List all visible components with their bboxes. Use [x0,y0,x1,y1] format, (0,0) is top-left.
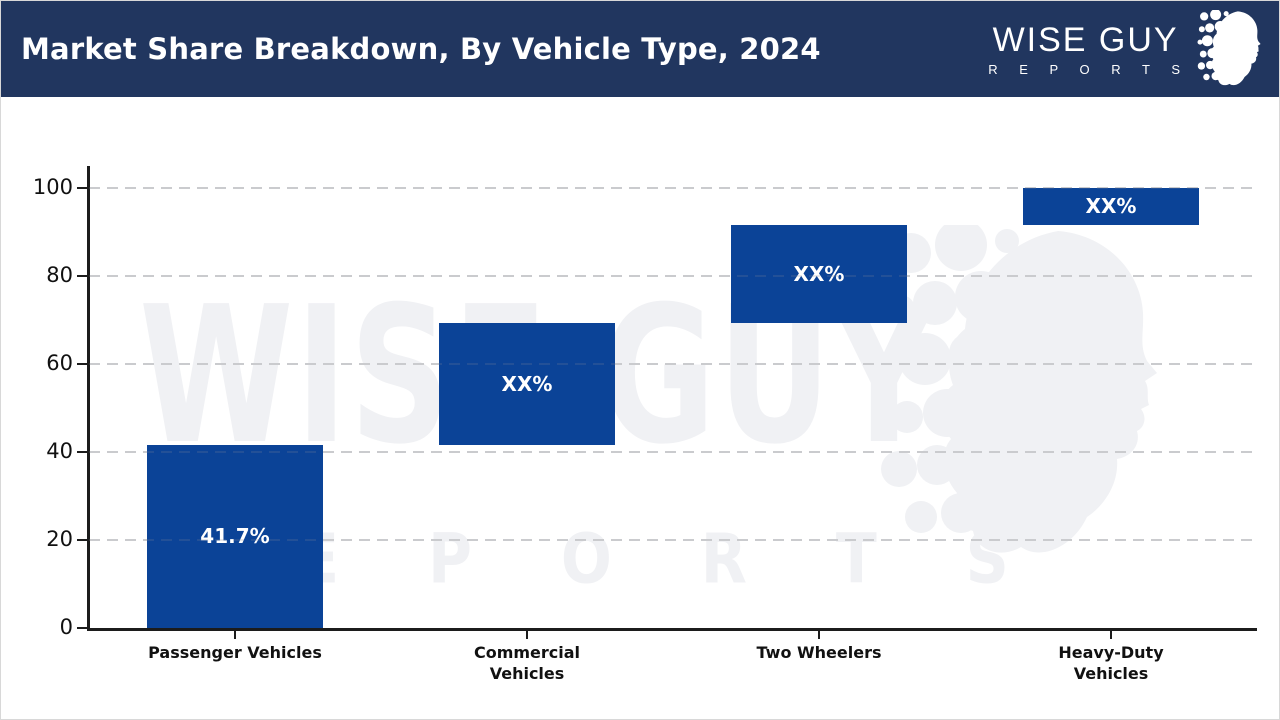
brand-name: WISE GUY [992,20,1179,59]
bar-value-label: XX% [793,261,845,286]
x-category-label: Commercial Vehicles [381,642,673,684]
y-gridline-overlay [89,539,1257,542]
y-tick-label: 80 [46,263,73,287]
x-category-label: Two Wheelers [673,642,965,663]
y-axis-tick [77,187,87,189]
x-category-label-line: Vehicles [1073,664,1149,684]
x-category-label-line: Vehicles [489,664,565,684]
y-gridline-overlay [89,275,1257,278]
y-tick-label: 40 [46,439,73,463]
bar: 41.7% [147,444,323,628]
x-axis-tick [234,631,236,639]
y-gridline [89,187,1257,190]
x-category-label-line: Two Wheelers [756,643,882,662]
x-category-label-line: Commercial [473,643,581,662]
x-axis-tick [818,631,820,639]
y-tick-label: 60 [46,351,73,375]
y-axis-tick [77,539,87,541]
x-axis-tick [526,631,528,639]
x-axis-line [87,628,1257,631]
chart-title: Market Share Breakdown, By Vehicle Type,… [21,32,821,66]
y-axis-tick [77,627,87,629]
y-axis-tick [77,275,87,277]
brand-face-icon [1197,10,1261,86]
y-axis-tick [77,363,87,365]
brand-logo: WISE GUY R E P O R T S [982,10,1267,88]
header-bar: Market Share Breakdown, By Vehicle Type,… [1,1,1279,97]
y-tick-label: 20 [46,527,73,551]
bar: XX% [731,224,907,324]
y-gridline-overlay [89,451,1257,454]
y-tick-label: 100 [32,175,73,199]
y-gridline-overlay [89,363,1257,366]
bar-value-label: 41.7% [200,524,270,549]
brand-subtitle: R E P O R T S [988,61,1189,77]
y-gridline [89,451,1257,454]
bar-value-label: XX% [501,371,553,396]
y-gridline-overlay [89,187,1257,190]
brand-logo-text: WISE GUY R E P O R T S [982,23,1189,76]
x-category-label: Passenger Vehicles [89,642,381,663]
y-axis-tick [77,451,87,453]
x-category-label-line: Passenger Vehicles [148,643,322,662]
y-gridline [89,275,1257,278]
y-gridline [89,539,1257,542]
y-tick-label: 0 [59,615,73,639]
y-axis-line [87,166,90,631]
bar: XX% [1023,188,1199,225]
y-gridline [89,363,1257,366]
bar-value-label: XX% [1085,194,1137,219]
x-category-label: Heavy-Duty Vehicles [965,642,1257,684]
x-axis-tick [1110,631,1112,639]
x-category-label-line: Heavy-Duty [1058,643,1164,662]
bar: XX% [439,323,615,445]
